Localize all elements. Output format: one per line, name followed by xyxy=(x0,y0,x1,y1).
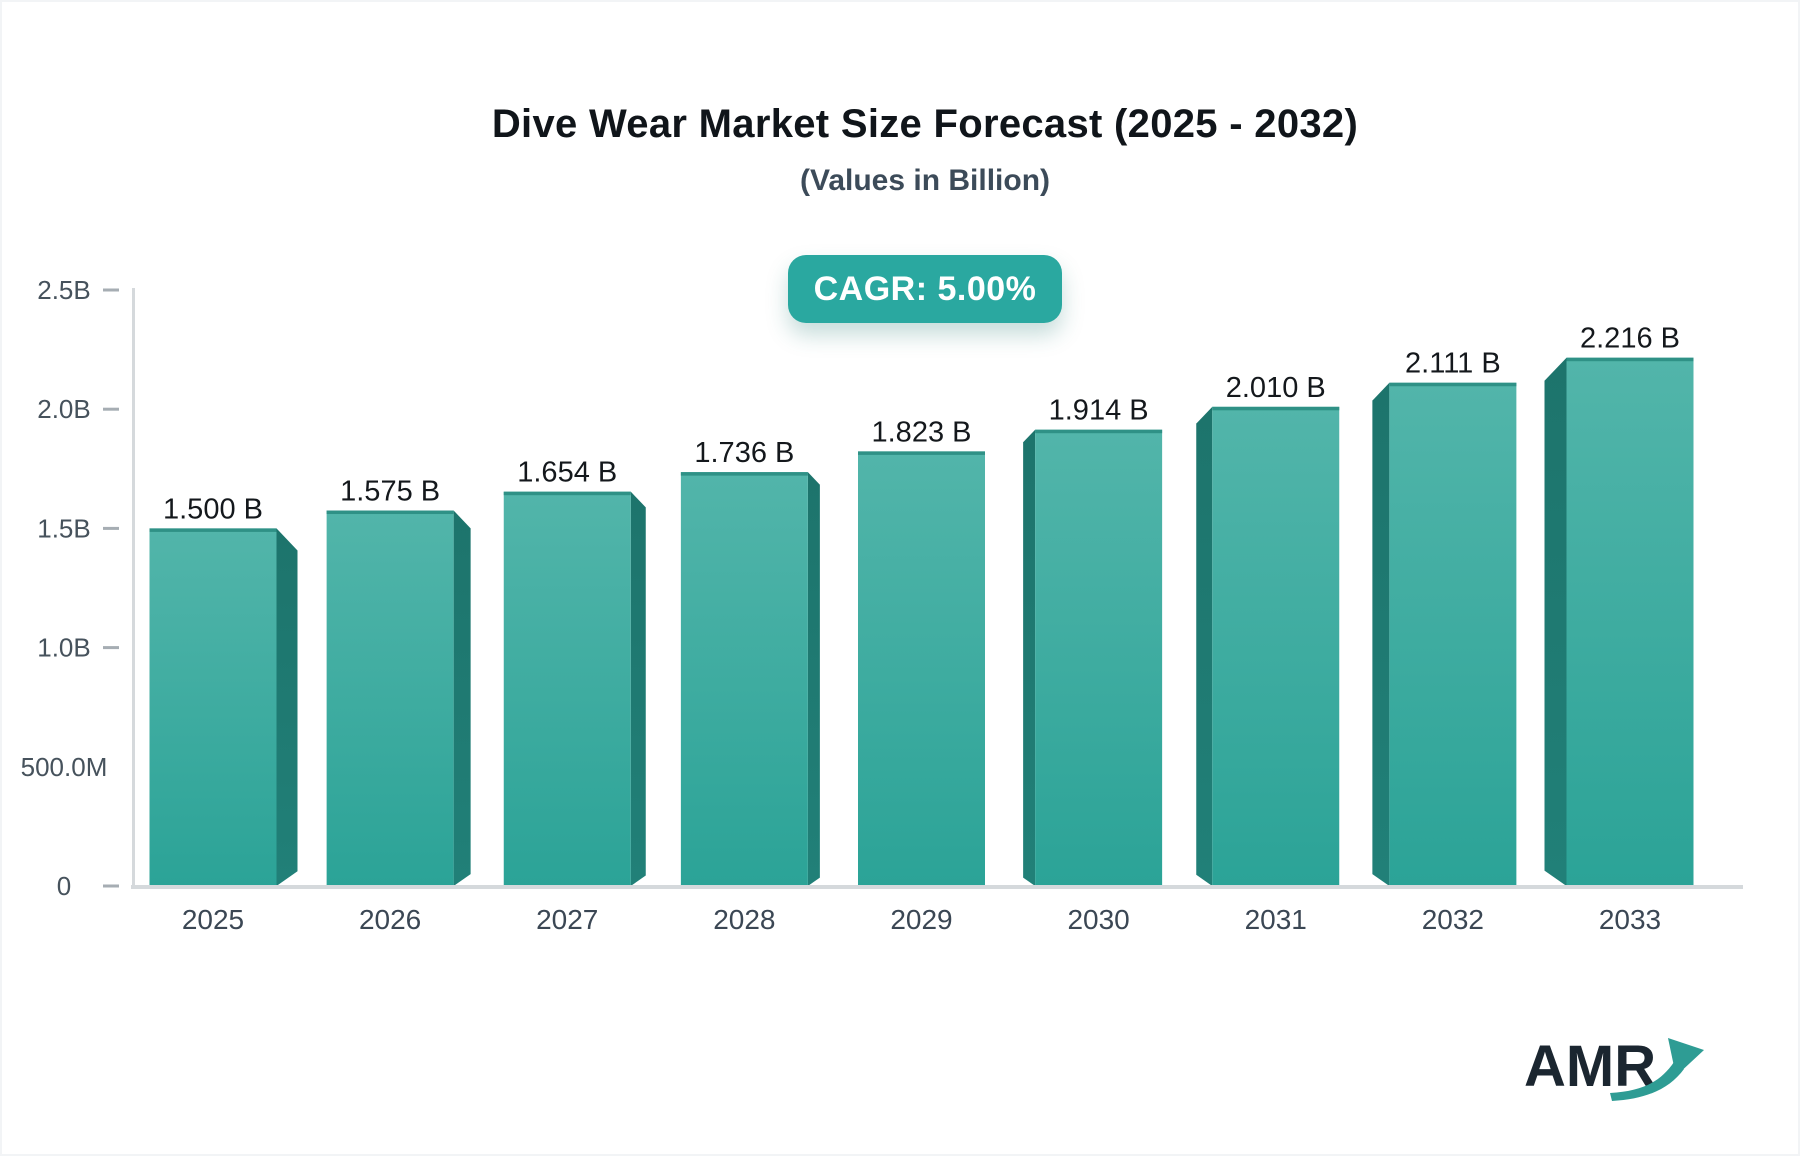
bar-value-label: 2.111 B xyxy=(1405,348,1501,380)
bar-group-2027: 1.654 B 2027 xyxy=(503,457,646,935)
bar-group-2031: 2.010 B 2031 xyxy=(1196,372,1340,935)
bar-value-label: 1.654 B xyxy=(517,457,617,489)
bar-group-2025: 1.500 B 2025 xyxy=(149,493,298,935)
bar-value-label: 1.736 B xyxy=(694,437,794,469)
x-axis-label: 2025 xyxy=(182,904,244,935)
bar-front-face xyxy=(858,451,985,887)
bar-group-2028: 1.736 B 2028 xyxy=(680,437,820,935)
chart-title: Dive Wear Market Size Forecast (2025 - 2… xyxy=(491,102,1359,146)
y-tick-label: 0 xyxy=(57,871,71,901)
x-axis-label: 2032 xyxy=(1422,904,1484,935)
bar-side-face xyxy=(630,491,646,886)
bar-value-label: 2.216 B xyxy=(1580,323,1680,355)
bar-top-edge xyxy=(1035,429,1163,434)
growth-arrow-icon xyxy=(1610,1062,1684,1101)
bar-top-edge xyxy=(680,472,808,476)
bar-side-face xyxy=(1023,429,1036,886)
y-tick-label: 500.0M xyxy=(21,752,108,782)
bar-group-2032: 2.111 B 2032 xyxy=(1372,348,1517,935)
bar-top-edge xyxy=(503,491,631,496)
bar-value-label: 1.823 B xyxy=(872,416,972,448)
bar-group-2033: 2.216 B 2033 xyxy=(1544,323,1694,935)
bar-side-face xyxy=(1544,357,1567,887)
bar-value-label: 2.010 B xyxy=(1226,372,1326,404)
bar-front-face xyxy=(149,528,277,887)
x-axis-label: 2028 xyxy=(713,904,775,935)
x-axis-label: 2029 xyxy=(890,904,952,935)
bar-top-edge xyxy=(1212,406,1340,411)
bar-top-edge xyxy=(858,451,985,455)
bar-front-face xyxy=(1035,429,1163,887)
bar-side-face xyxy=(453,510,471,886)
bar-side-face xyxy=(1196,406,1213,886)
bar-value-label: 1.575 B xyxy=(340,476,440,508)
bar-top-edge xyxy=(1566,357,1694,362)
bar-group-2029: 1.823 B 2029 xyxy=(858,416,985,935)
y-tick-label: 2.0B xyxy=(37,394,91,424)
y-tick-label: 1.0B xyxy=(37,633,91,663)
x-axis-label: 2026 xyxy=(359,904,421,935)
bar-front-face xyxy=(503,491,631,887)
growth-arrow-head-icon xyxy=(1668,1038,1704,1076)
bar-front-face xyxy=(1566,357,1694,888)
x-axis-label: 2031 xyxy=(1245,904,1307,935)
x-axis-label: 2030 xyxy=(1067,904,1129,935)
bar-front-face xyxy=(1389,382,1517,887)
y-tick-label: 2.5B xyxy=(37,275,91,305)
chart-subtitle: (Values in Billion) xyxy=(799,164,1051,197)
x-axis-label: 2027 xyxy=(536,904,598,935)
cagr-badge: CAGR: 5.00% xyxy=(788,255,1062,323)
amr-logo: AMR xyxy=(1512,1022,1722,1122)
bar-value-label: 1.500 B xyxy=(163,493,263,525)
bar-front-face xyxy=(1212,406,1340,887)
bar-top-edge xyxy=(1389,382,1517,387)
bar-side-face xyxy=(807,472,820,886)
amr-logo-text: AMR xyxy=(1524,1034,1656,1099)
bar-group-2026: 1.575 B 2026 xyxy=(326,476,471,935)
bar-side-face xyxy=(276,528,298,886)
bar-group-2030: 1.914 B 2030 xyxy=(1023,395,1163,935)
bar-front-face xyxy=(680,472,808,887)
bar-value-label: 1.914 B xyxy=(1049,395,1149,427)
y-tick-label: 1.5B xyxy=(37,513,91,543)
bar-side-face xyxy=(1372,382,1390,886)
bar-top-edge xyxy=(326,510,454,515)
bar-top-edge xyxy=(149,528,277,532)
bar-front-face xyxy=(326,510,454,887)
x-axis-label: 2033 xyxy=(1599,904,1661,935)
